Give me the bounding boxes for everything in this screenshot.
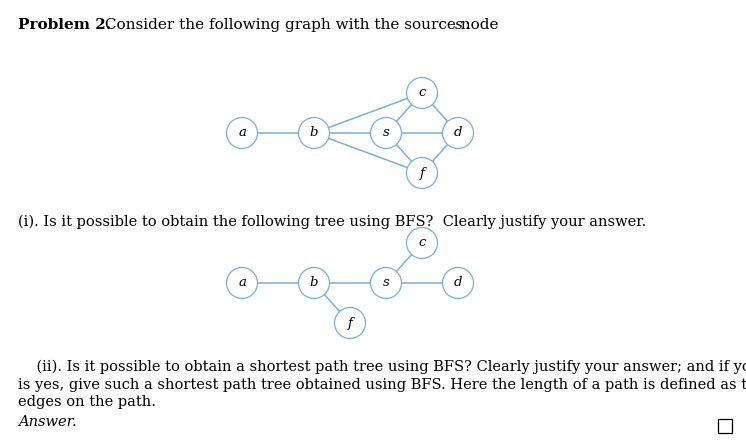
Text: (i). Is it possible to obtain the following tree using BFS?  Clearly justify you: (i). Is it possible to obtain the follow… [18,215,646,229]
Text: s: s [383,276,389,290]
Text: a: a [238,276,246,290]
Text: (ii). Is it possible to obtain a shortest path tree using BFS? Clearly justify y: (ii). Is it possible to obtain a shortes… [18,360,746,374]
Text: s: s [383,126,389,139]
Text: :: : [464,18,469,32]
Circle shape [334,307,366,339]
Text: a: a [238,126,246,139]
Text: b: b [310,276,319,290]
Text: b: b [310,126,319,139]
Text: edges on the path.: edges on the path. [18,395,156,409]
Circle shape [298,267,330,299]
Text: c: c [419,236,426,250]
Circle shape [227,267,257,299]
Text: d: d [454,276,463,290]
Circle shape [407,158,437,189]
Text: Consider the following graph with the source node: Consider the following graph with the so… [100,18,504,32]
Text: f: f [348,316,352,329]
Text: s: s [455,18,463,32]
Text: Answer.: Answer. [18,415,77,429]
Circle shape [407,227,437,259]
Bar [718,419,732,433]
Text: f: f [419,166,424,179]
Text: d: d [454,126,463,139]
Text: is yes, give such a shortest path tree obtained using BFS. Here the length of a : is yes, give such a shortest path tree o… [18,377,746,392]
Circle shape [407,77,437,109]
Circle shape [442,117,474,149]
Circle shape [371,117,401,149]
Circle shape [227,117,257,149]
Circle shape [442,267,474,299]
Text: c: c [419,86,426,100]
Circle shape [371,267,401,299]
Text: Problem 2.: Problem 2. [18,18,111,32]
Circle shape [298,117,330,149]
